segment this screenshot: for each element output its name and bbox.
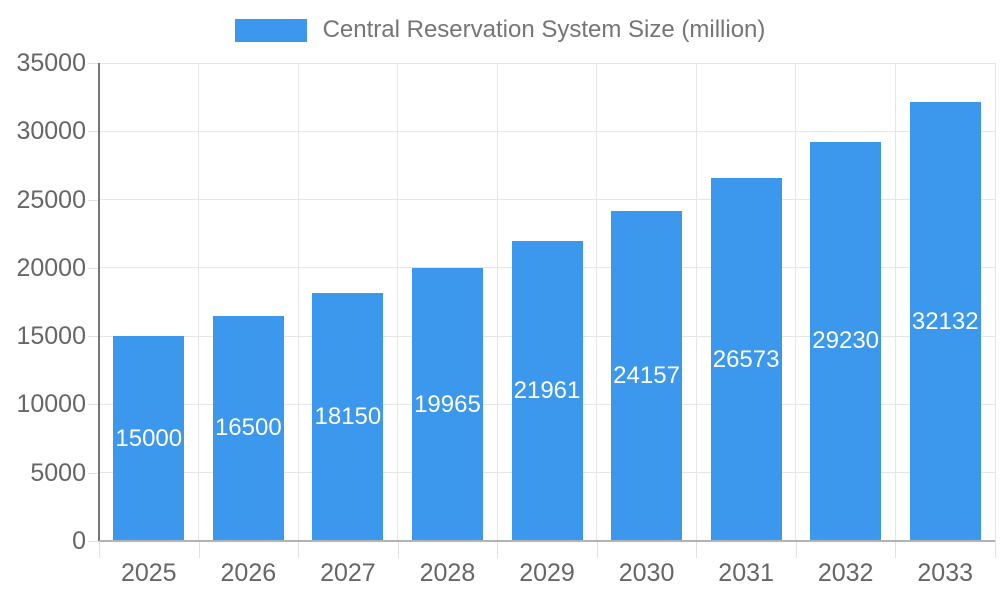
y-axis-tick xyxy=(88,336,99,338)
x-axis-label: 2027 xyxy=(320,559,376,587)
bar[interactable] xyxy=(411,268,483,541)
bar[interactable] xyxy=(113,336,185,541)
x-axis-tick xyxy=(397,541,399,558)
y-axis-tick xyxy=(88,199,99,201)
v-gridline xyxy=(397,63,399,541)
bar[interactable] xyxy=(611,211,683,541)
v-gridline xyxy=(297,63,299,541)
bar[interactable] xyxy=(710,178,782,541)
y-axis-tick xyxy=(88,267,99,269)
v-gridline xyxy=(894,63,896,541)
y-axis-label: 25000 xyxy=(16,185,86,214)
v-gridline xyxy=(795,63,797,541)
bar-value-label: 24157 xyxy=(613,362,680,390)
bar[interactable] xyxy=(511,241,583,541)
x-axis-tick xyxy=(995,541,996,558)
x-axis-line xyxy=(99,540,995,542)
x-axis-tick xyxy=(696,541,698,558)
chart-legend: Central Reservation System Size (million… xyxy=(0,16,1000,44)
y-axis-label: 35000 xyxy=(16,49,86,77)
bar-value-label: 19965 xyxy=(414,390,481,418)
x-axis-tick xyxy=(99,541,100,558)
bar-value-label: 18150 xyxy=(314,403,382,431)
y-axis-label: 0 xyxy=(72,527,86,555)
bar[interactable] xyxy=(212,315,284,541)
y-axis-label: 20000 xyxy=(16,253,86,282)
bar-value-label: 29230 xyxy=(812,327,880,355)
x-axis-tick xyxy=(298,541,300,558)
v-gridline xyxy=(994,63,996,541)
x-axis-tick xyxy=(795,541,797,558)
x-axis-tick xyxy=(895,541,897,558)
v-gridline xyxy=(496,63,498,541)
y-axis-tick xyxy=(88,541,99,542)
h-gridline xyxy=(99,199,995,201)
x-axis-tick xyxy=(497,541,499,558)
bar-value-label: 26573 xyxy=(712,345,780,373)
bar-value-label: 15000 xyxy=(115,424,183,452)
y-axis-tick xyxy=(88,63,99,64)
bar-value-label: 16500 xyxy=(214,414,282,442)
bar[interactable] xyxy=(312,293,384,541)
h-gridline xyxy=(99,130,995,132)
x-axis-label: 2025 xyxy=(120,559,177,587)
x-axis-label: 2033 xyxy=(917,559,974,587)
x-axis-label: 2026 xyxy=(220,559,277,587)
v-gridline xyxy=(198,63,200,541)
legend-label: Central Reservation System Size (million… xyxy=(322,16,766,43)
bar-value-label: 21961 xyxy=(513,377,581,405)
x-axis-label: 2031 xyxy=(718,559,774,587)
y-axis-tick xyxy=(88,472,99,474)
legend-color-swatch xyxy=(234,18,307,42)
x-axis-tick xyxy=(198,541,200,558)
y-axis-label: 10000 xyxy=(16,390,86,419)
x-axis-label: 2030 xyxy=(618,559,675,587)
x-axis-tick xyxy=(596,541,598,558)
x-axis-label: 2029 xyxy=(519,559,575,587)
bar[interactable] xyxy=(810,141,882,541)
h-gridline xyxy=(99,62,995,64)
y-axis-label: 15000 xyxy=(16,322,86,351)
y-axis-tick xyxy=(88,404,99,406)
y-axis-label: 30000 xyxy=(16,117,86,146)
plot-area: 15000 16500 18150 19965 21961 24157 26573 29230… xyxy=(98,62,996,542)
y-axis-line xyxy=(98,63,100,541)
y-axis-label: 5000 xyxy=(30,458,86,487)
y-axis-tick xyxy=(88,131,99,133)
v-gridline xyxy=(596,63,598,541)
bar-value-label: 32132 xyxy=(911,307,979,335)
x-axis-label: 2028 xyxy=(419,559,476,587)
x-axis-label: 2032 xyxy=(817,559,874,587)
v-gridline xyxy=(695,63,697,541)
bar[interactable] xyxy=(909,102,981,541)
